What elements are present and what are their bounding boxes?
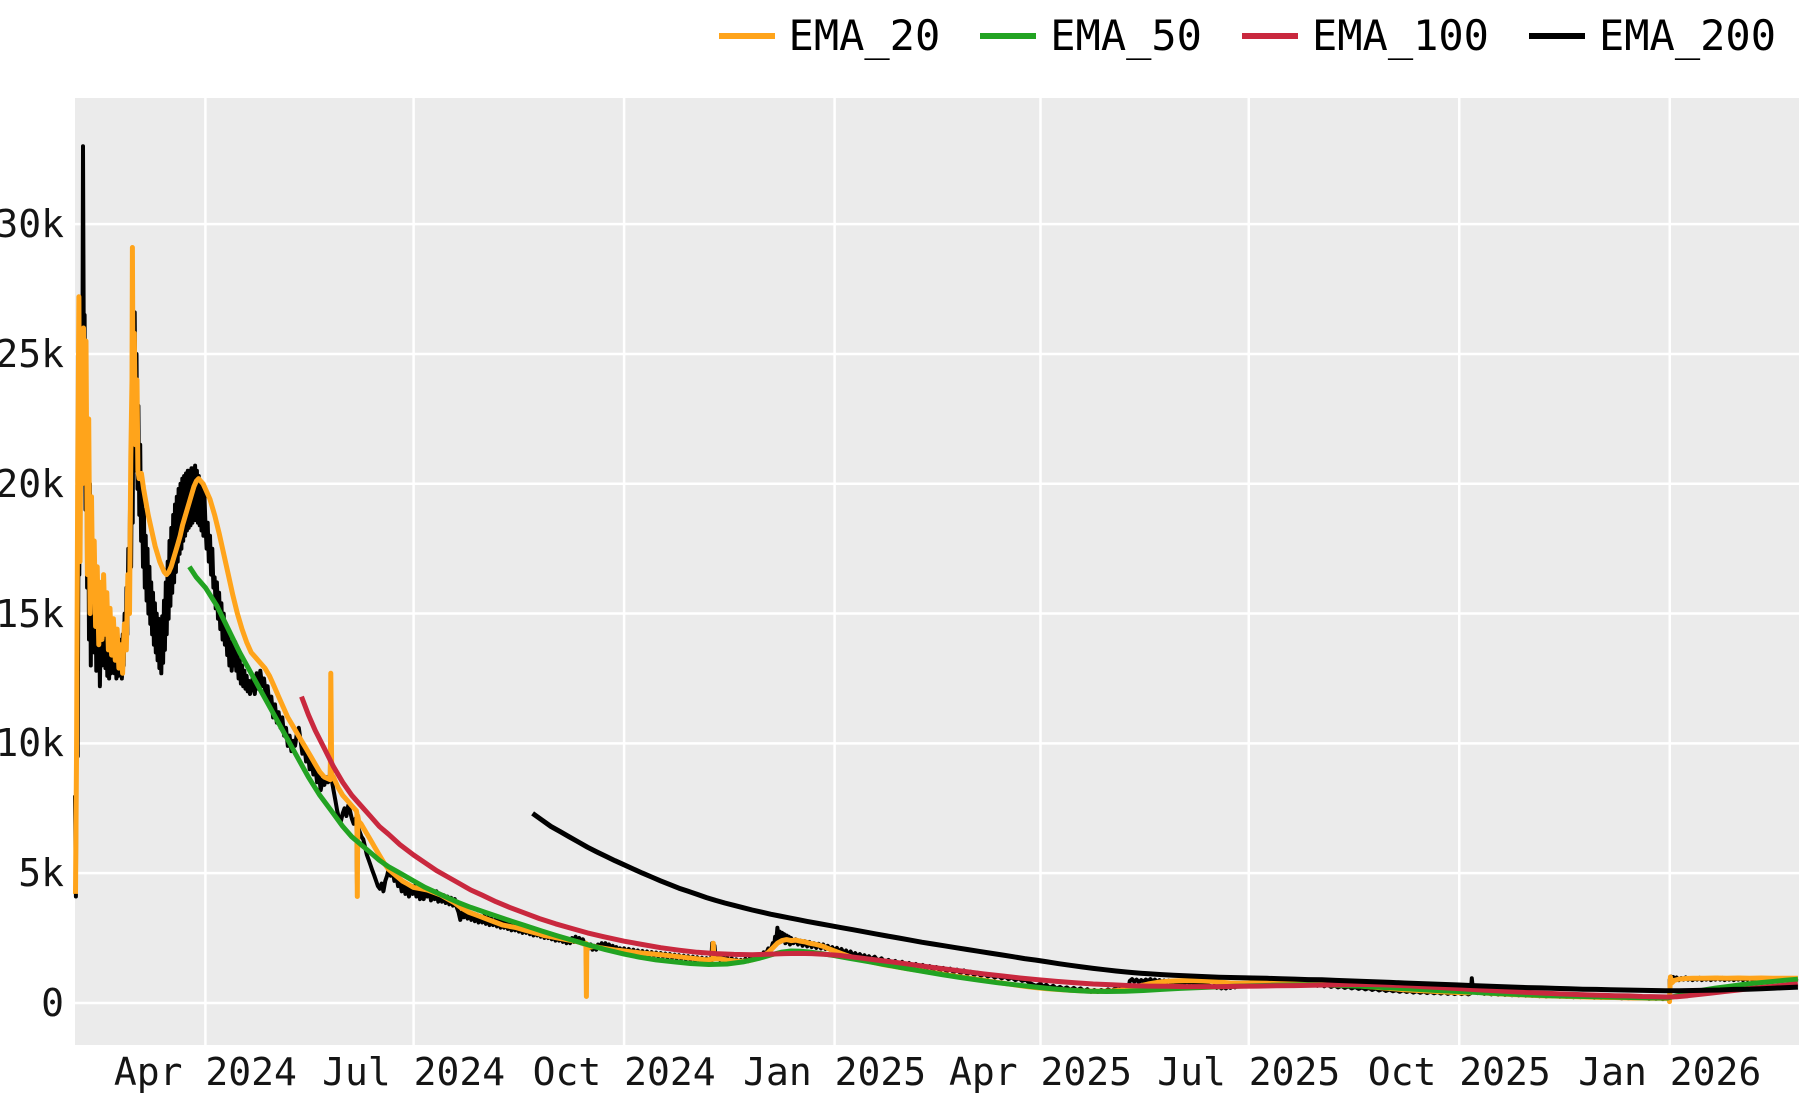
series-ema-100-line [299, 695, 1799, 1000]
legend-item-ema-20: EMA_20 [718, 8, 941, 64]
plot-background [75, 98, 1799, 1045]
legend-label-ema-200: EMA_200 [1598, 11, 1776, 60]
legend-line-swatch-ema-20 [718, 33, 775, 39]
legend-item-ema-200: EMA_200 [1528, 8, 1776, 64]
legend-label-ema-100: EMA_100 [1311, 11, 1489, 60]
legend-line-swatch-ema-200 [1528, 33, 1585, 39]
x-tick-label-jan-2025: Jan 2025 [743, 1050, 927, 1094]
y-tick-label-0: 0 [41, 980, 64, 1025]
legend-line-swatch-ema-100 [1241, 33, 1298, 39]
chart-legend: EMA_20 EMA_50 EMA_100 EMA_200 [718, 8, 1776, 64]
series-ema-200-line [531, 811, 1799, 994]
x-tick-label-jul-2025: Jul 2025 [1157, 1050, 1341, 1094]
legend-label-ema-50: EMA_50 [1050, 11, 1202, 60]
legend-label-ema-20: EMA_20 [788, 11, 941, 60]
x-tick-label-apr-2025: Apr 2025 [949, 1050, 1133, 1094]
y-tick-label-25k: 25k [0, 331, 64, 376]
x-tick-label-oct-2025: Oct 2025 [1367, 1050, 1551, 1094]
y-tick-label-20k: 20k [0, 461, 64, 506]
x-tick-label-oct-2024: Oct 2024 [532, 1050, 716, 1094]
legend-item-ema-100: EMA_100 [1241, 8, 1489, 64]
x-tick-label-apr-2024: Apr 2024 [113, 1050, 297, 1094]
y-tick-label-10k: 10k [0, 721, 64, 766]
legend-line-swatch-ema-50 [980, 33, 1037, 39]
y-tick-label-30k: 30k [0, 202, 64, 247]
y-tick-label-5k: 5k [18, 851, 64, 896]
y-tick-label-15k: 15k [0, 591, 64, 636]
x-tick-label-jan-2026: Jan 2026 [1578, 1050, 1762, 1094]
legend-item-ema-50: EMA_50 [980, 8, 1202, 64]
x-tick-label-jul-2024: Jul 2024 [322, 1050, 506, 1094]
